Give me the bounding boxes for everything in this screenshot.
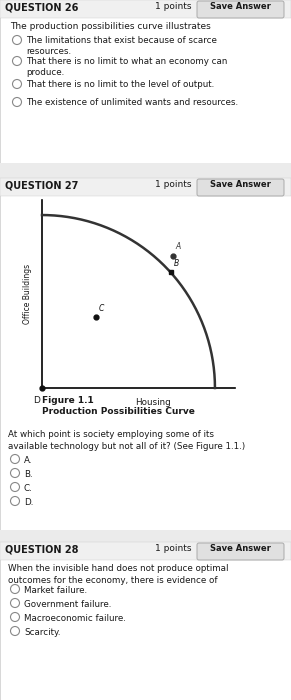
Circle shape — [10, 454, 19, 463]
Bar — [0, 0, 291, 18]
Circle shape — [10, 612, 19, 622]
Text: QUESTION 28: QUESTION 28 — [5, 544, 79, 554]
Text: Production Possibilities Curve: Production Possibilities Curve — [42, 407, 195, 416]
Text: Figure 1.1: Figure 1.1 — [42, 396, 94, 405]
FancyBboxPatch shape — [197, 543, 284, 560]
Bar — [0, 178, 291, 196]
Text: Office Buildings: Office Buildings — [24, 264, 33, 324]
Text: That there is no limit to what an economy can
produce.: That there is no limit to what an econom… — [26, 57, 227, 78]
Text: QUESTION 26: QUESTION 26 — [5, 2, 78, 12]
Circle shape — [13, 80, 22, 88]
Circle shape — [10, 496, 19, 505]
Text: The existence of unlimited wants and resources.: The existence of unlimited wants and res… — [26, 98, 238, 107]
Bar — [0, 163, 291, 178]
FancyBboxPatch shape — [197, 179, 284, 196]
Text: The limitations that exist because of scarce
resources.: The limitations that exist because of sc… — [26, 36, 217, 57]
FancyBboxPatch shape — [197, 1, 284, 18]
Text: QUESTION 27: QUESTION 27 — [5, 180, 78, 190]
Text: That there is no limit to the level of output.: That there is no limit to the level of o… — [26, 80, 214, 89]
Text: Macroeconomic failure.: Macroeconomic failure. — [24, 614, 126, 623]
Text: 1 points: 1 points — [155, 544, 191, 553]
Text: At which point is society employing some of its
available technology but not all: At which point is society employing some… — [8, 430, 245, 451]
Text: A: A — [175, 242, 180, 251]
Text: 1 points: 1 points — [155, 180, 191, 189]
Text: 1 points: 1 points — [155, 2, 191, 11]
Bar — [0, 542, 291, 700]
Bar — [0, 178, 291, 530]
Circle shape — [10, 584, 19, 594]
Text: D: D — [33, 396, 40, 405]
Text: Housing: Housing — [136, 398, 171, 407]
Text: Government failure.: Government failure. — [24, 600, 111, 609]
Text: D.: D. — [24, 498, 33, 507]
Text: C.: C. — [24, 484, 33, 493]
Text: The production possibilities curve illustrates: The production possibilities curve illus… — [10, 22, 211, 31]
Text: C: C — [99, 304, 104, 313]
Text: B: B — [173, 259, 179, 268]
Text: A.: A. — [24, 456, 33, 465]
Circle shape — [10, 482, 19, 491]
Circle shape — [13, 97, 22, 106]
Bar — [0, 0, 291, 163]
Bar — [0, 542, 291, 560]
Text: Save Answer: Save Answer — [210, 2, 270, 11]
Text: Scarcity.: Scarcity. — [24, 628, 61, 637]
Bar — [0, 530, 291, 542]
Text: Save Answer: Save Answer — [210, 544, 270, 553]
Text: B.: B. — [24, 470, 33, 479]
Circle shape — [13, 36, 22, 45]
Text: Save Answer: Save Answer — [210, 180, 270, 189]
Text: Market failure.: Market failure. — [24, 586, 87, 595]
Circle shape — [10, 598, 19, 608]
Text: When the invisible hand does not produce optimal
outcomes for the economy, there: When the invisible hand does not produce… — [8, 564, 228, 584]
Circle shape — [10, 468, 19, 477]
Circle shape — [13, 57, 22, 66]
Circle shape — [10, 626, 19, 636]
